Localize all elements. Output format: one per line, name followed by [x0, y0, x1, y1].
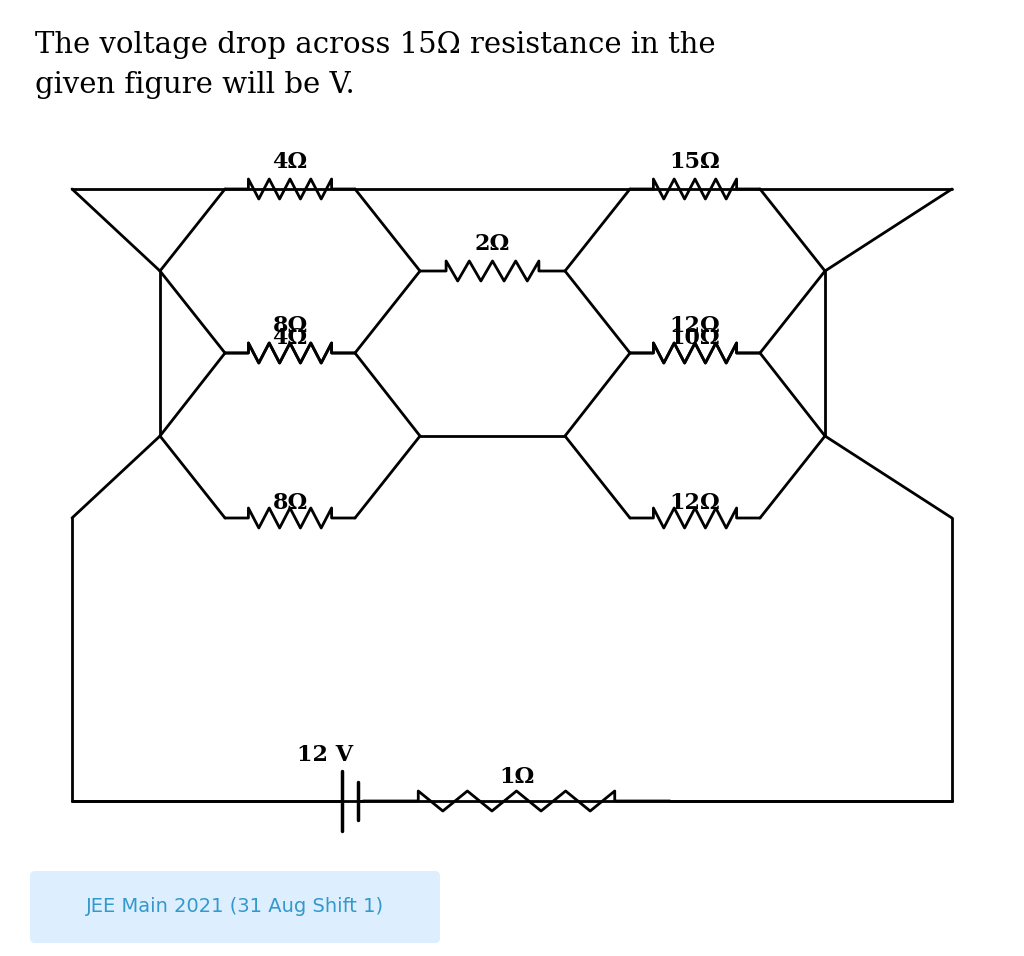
Text: 1Ω: 1Ω	[499, 766, 535, 788]
Text: 10Ω: 10Ω	[670, 327, 720, 349]
Text: 4Ω: 4Ω	[272, 151, 307, 173]
Text: given figure will be V.: given figure will be V.	[35, 71, 354, 99]
Text: 8Ω: 8Ω	[272, 492, 307, 514]
Text: 8Ω: 8Ω	[272, 315, 307, 337]
Text: 12Ω: 12Ω	[670, 315, 720, 337]
Text: 15Ω: 15Ω	[670, 151, 720, 173]
Text: JEE Main 2021 (31 Aug Shift 1): JEE Main 2021 (31 Aug Shift 1)	[86, 898, 384, 917]
Text: The voltage drop across 15Ω resistance in the: The voltage drop across 15Ω resistance i…	[35, 31, 716, 59]
Text: 12Ω: 12Ω	[670, 492, 720, 514]
FancyBboxPatch shape	[30, 871, 440, 943]
Text: 2Ω: 2Ω	[475, 233, 510, 255]
Text: 12 V: 12 V	[297, 744, 353, 766]
Text: 4Ω: 4Ω	[272, 327, 307, 349]
